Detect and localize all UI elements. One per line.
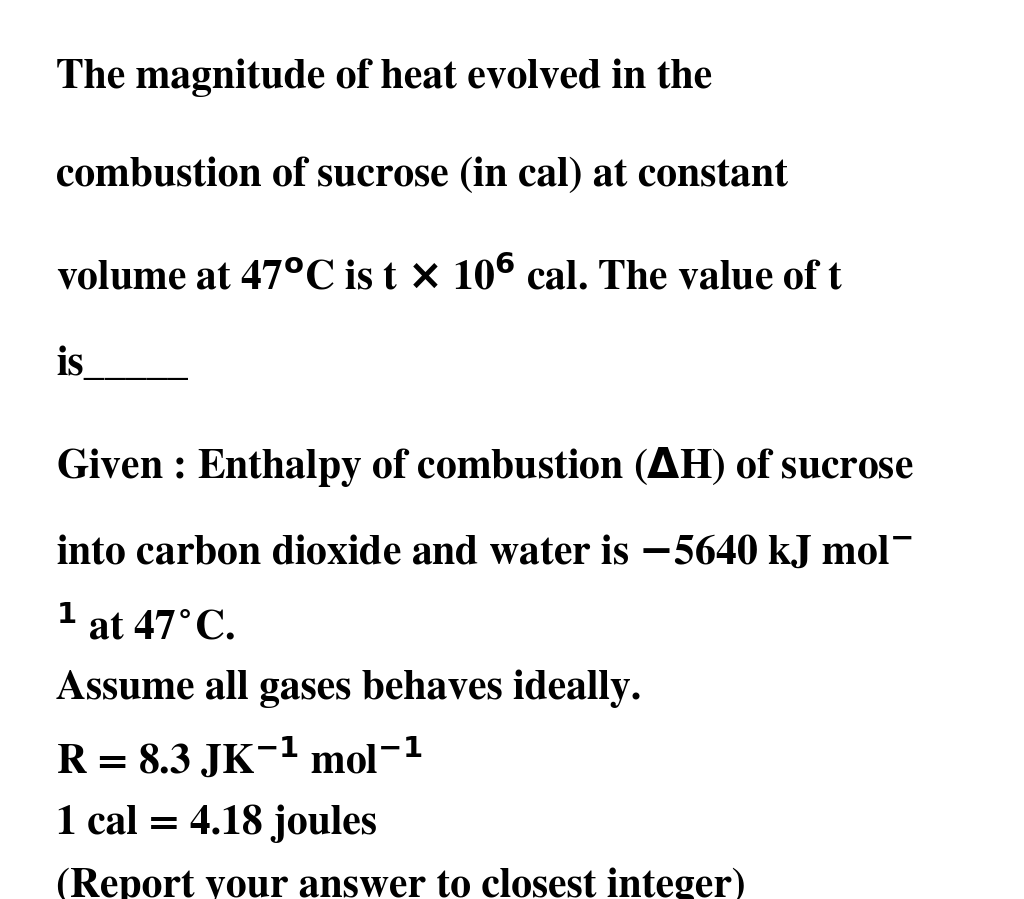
Text: (Report your answer to closest integer): (Report your answer to closest integer) [56,868,745,899]
Text: Given : Enthalpy of combustion ($\mathbf{\Delta}$H) of sucrose: Given : Enthalpy of combustion ($\mathbf… [56,445,914,489]
Text: volume at 47$\mathbf{^{o}}$C is t $\mathbf{\times}$ 10$\mathbf{^{6}}$ cal. The v: volume at 47$\mathbf{^{o}}$C is t $\math… [56,256,844,298]
Text: Assume all gases behaves ideally.: Assume all gases behaves ideally. [56,670,641,708]
Text: is_____: is_____ [56,346,188,384]
Text: combustion of sucrose (in cal) at constant: combustion of sucrose (in cal) at consta… [56,157,788,195]
Text: R = 8.3 JK$\mathbf{^{-1}}$ mol$\mathbf{^{-1}}$: R = 8.3 JK$\mathbf{^{-1}}$ mol$\mathbf{^… [56,737,423,782]
Text: into carbon dioxide and water is $\mathbf{-}$5640 kJ mol$\mathbf{^{-}}$: into carbon dioxide and water is $\mathb… [56,535,912,573]
Text: $\mathbf{^{1}}$ at 47$\mathbf{^{\circ}}$C.: $\mathbf{^{1}}$ at 47$\mathbf{^{\circ}}$… [56,607,236,648]
Text: The magnitude of heat evolved in the: The magnitude of heat evolved in the [56,58,713,97]
Text: 1 cal = 4.18 joules: 1 cal = 4.18 joules [56,805,377,843]
